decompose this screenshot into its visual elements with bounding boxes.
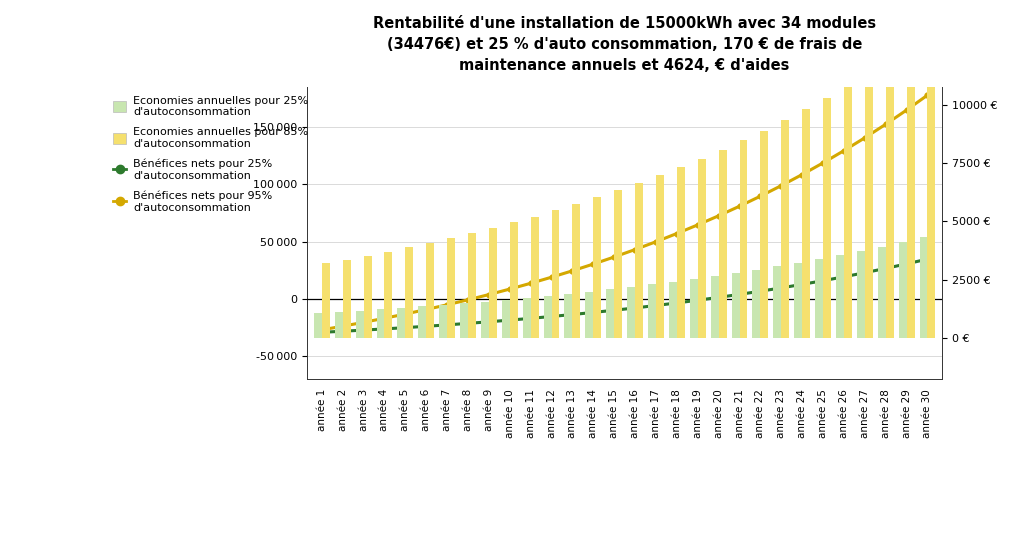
Bar [711, 276, 719, 338]
Bar [815, 259, 823, 338]
Bar [335, 312, 343, 338]
Bar [406, 247, 414, 338]
Bar [564, 294, 572, 338]
Bar [439, 305, 447, 338]
Bar [865, 73, 872, 338]
Bar [899, 242, 906, 338]
Bar [836, 255, 844, 338]
Bar [530, 216, 539, 338]
Bar [397, 308, 406, 338]
Title: Rentabilité d'une installation de 15000kWh avec 34 modules
(34476€) et 25 % d'au: Rentabilité d'une installation de 15000k… [373, 16, 877, 73]
Bar [886, 60, 894, 338]
Bar [418, 306, 426, 338]
Bar [606, 289, 614, 338]
Bar [364, 256, 372, 338]
Bar [928, 31, 935, 338]
Bar [906, 46, 914, 338]
Bar [447, 238, 455, 338]
Bar [669, 282, 677, 338]
Bar [510, 222, 518, 338]
Bar [635, 183, 643, 338]
Bar [488, 228, 497, 338]
Bar [593, 197, 601, 338]
Bar [677, 167, 685, 338]
Bar [753, 269, 761, 338]
Bar [522, 298, 530, 338]
Bar [552, 210, 559, 338]
Bar [857, 251, 865, 338]
Bar [460, 304, 468, 338]
Bar [627, 287, 635, 338]
Bar [795, 263, 802, 338]
Bar [468, 233, 476, 338]
Bar [614, 190, 623, 338]
Bar [502, 300, 510, 338]
Bar [719, 150, 727, 338]
Bar [544, 296, 552, 338]
Bar [697, 159, 706, 338]
Bar [648, 285, 656, 338]
Bar [481, 301, 488, 338]
Bar [355, 311, 364, 338]
Bar [878, 247, 886, 338]
Bar [377, 309, 384, 338]
Bar [823, 98, 831, 338]
Bar [572, 204, 581, 338]
Bar [802, 109, 810, 338]
Bar [781, 120, 790, 338]
Bar [426, 243, 434, 338]
Bar [920, 237, 928, 338]
Bar [739, 140, 748, 338]
Bar [761, 131, 768, 338]
Bar [690, 279, 697, 338]
Bar [773, 266, 781, 338]
Bar [314, 313, 322, 338]
Bar [322, 263, 330, 338]
Bar [384, 251, 392, 338]
Bar [656, 175, 664, 338]
Bar [586, 292, 593, 338]
Legend: Economies annuelles pour 25%
d'autoconsommation, Economies annuelles pour 85%
d': Economies annuelles pour 25% d'autoconso… [110, 92, 311, 216]
Bar [343, 260, 350, 338]
Bar [844, 86, 852, 338]
Bar [731, 273, 739, 338]
